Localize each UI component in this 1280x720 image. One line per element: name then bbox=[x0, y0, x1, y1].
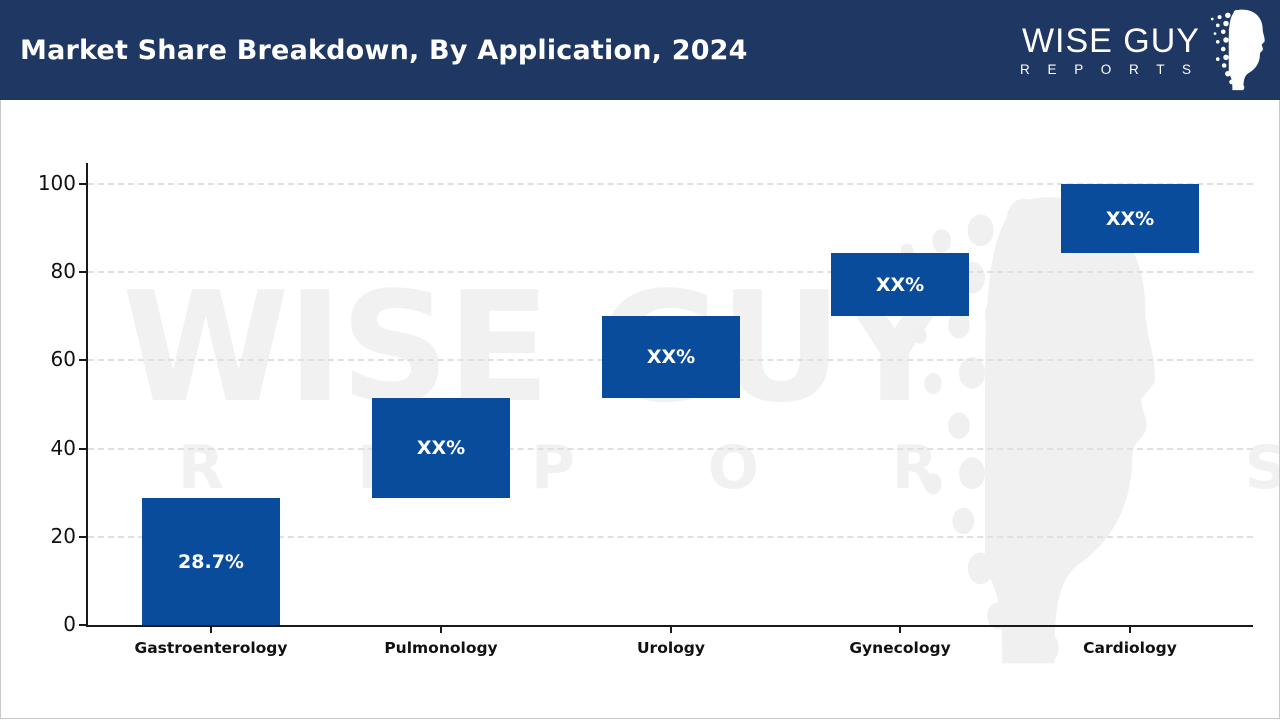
x-tick-label-gynecology: Gynecology bbox=[849, 639, 951, 657]
logo-subtitle: R E P O R T S bbox=[1019, 61, 1198, 77]
wiseguy-logo-text: WISE GUY R E P O R T S bbox=[1020, 24, 1200, 77]
x-tick-gynecology bbox=[899, 627, 901, 633]
bar-urology: XX% bbox=[602, 316, 740, 399]
y-tick-label-40: 40 bbox=[50, 435, 76, 460]
y-tick-label-60: 60 bbox=[50, 347, 76, 372]
bar-gastroenterology: 28.7% bbox=[142, 498, 280, 625]
y-tick-0 bbox=[79, 624, 88, 626]
x-tick-cardiology bbox=[1129, 627, 1131, 633]
y-axis-spine bbox=[86, 163, 88, 627]
bar-label-gynecology: XX% bbox=[875, 273, 925, 296]
y-tick-label-0: 0 bbox=[63, 612, 76, 636]
x-tick-pulmonology bbox=[440, 627, 442, 633]
y-tick-label-80: 80 bbox=[50, 259, 76, 284]
x-tick-urology bbox=[670, 627, 672, 633]
y-tick-label-20: 20 bbox=[50, 523, 76, 548]
bar-pulmonology: XX% bbox=[372, 398, 510, 499]
gridline-20 bbox=[88, 535, 1253, 538]
y-tick-60 bbox=[79, 359, 88, 362]
y-tick-40 bbox=[79, 447, 88, 450]
bar-cardiology: XX% bbox=[1061, 184, 1199, 254]
gridline-100 bbox=[88, 183, 1253, 185]
gridline-40 bbox=[88, 447, 1253, 450]
y-tick-label-100: 100 bbox=[37, 171, 76, 195]
bar-label-cardiology: XX% bbox=[1105, 207, 1155, 230]
gridline-80 bbox=[88, 271, 1253, 274]
chart-area: WISE GUY R E P O R T S 0 20 40 60 80 100 28.7%… bbox=[0, 100, 1280, 720]
header: Market Share Breakdown, By Application, … bbox=[0, 0, 1280, 100]
page-title: Market Share Breakdown, By Application, … bbox=[20, 34, 748, 66]
x-axis-spine bbox=[86, 625, 1253, 627]
bar-gynecology: XX% bbox=[831, 253, 969, 317]
y-tick-20 bbox=[79, 535, 88, 538]
y-tick-100 bbox=[79, 183, 88, 185]
bar-label-urology: XX% bbox=[646, 346, 696, 369]
x-tick-label-pulmonology: Pulmonology bbox=[384, 639, 498, 657]
wiseguy-head-watermark-icon bbox=[900, 197, 1155, 664]
wiseguy-logo: WISE GUY R E P O R T S bbox=[1020, 8, 1280, 92]
y-tick-80 bbox=[79, 271, 88, 274]
logo-wordmark: WISE GUY bbox=[1021, 21, 1200, 60]
wiseguy-head-icon bbox=[1210, 9, 1265, 91]
x-tick-gastroenterology bbox=[210, 627, 212, 633]
watermark-wordmark: WISE GUY bbox=[122, 259, 950, 436]
x-tick-label-urology: Urology bbox=[636, 639, 706, 657]
x-tick-label-gastroenterology: Gastroenterology bbox=[134, 639, 288, 657]
x-tick-label-cardiology: Cardiology bbox=[1083, 639, 1177, 657]
bar-label-pulmonology: XX% bbox=[416, 437, 466, 460]
bar-label-gastroenterology: 28.7% bbox=[178, 550, 244, 573]
